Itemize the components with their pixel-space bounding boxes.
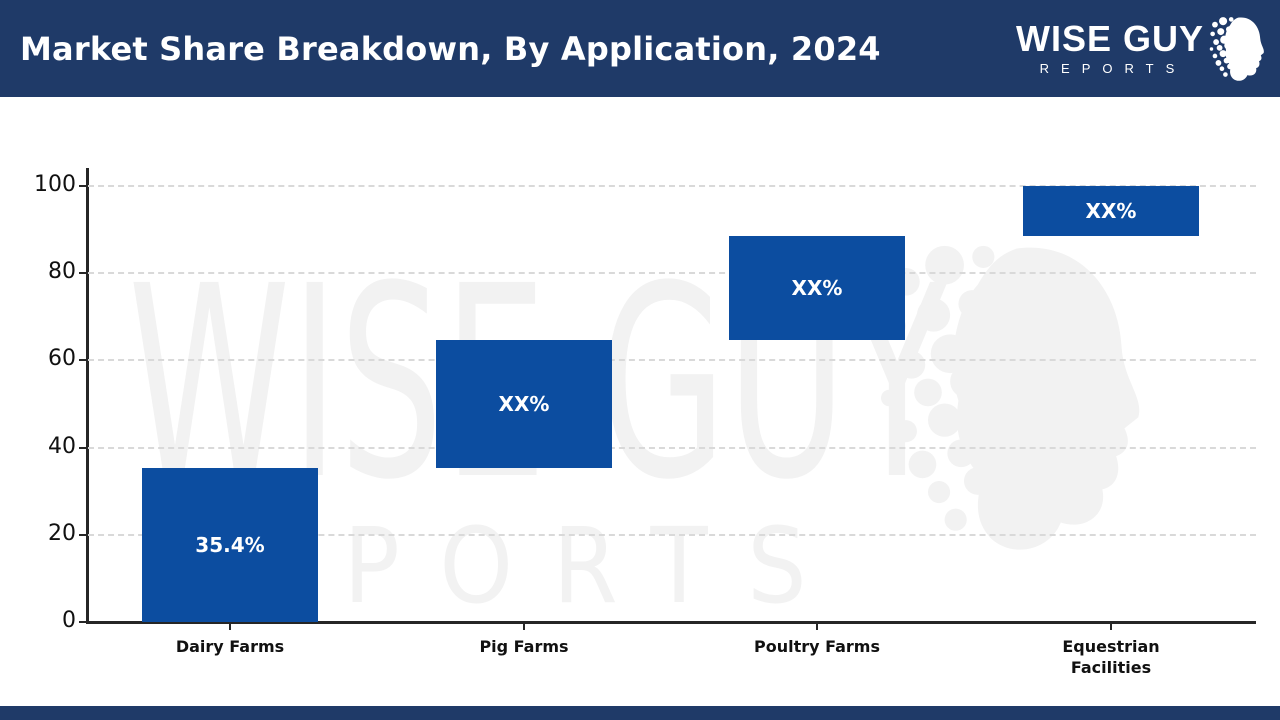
y-tick-mark xyxy=(79,533,87,536)
bar-poultry-farms: XX% xyxy=(729,235,905,340)
footer-bar xyxy=(0,706,1280,720)
gridline xyxy=(88,272,1256,275)
bar-value-label: XX% xyxy=(791,275,843,300)
y-tick-label: 0 xyxy=(62,608,76,633)
gridline xyxy=(88,533,1256,536)
logo-face-icon xyxy=(1209,16,1264,81)
bar-pig-farms: XX% xyxy=(436,339,612,468)
gridline xyxy=(88,446,1256,449)
x-tick-mark xyxy=(816,622,818,630)
y-tick-label: 20 xyxy=(48,520,76,546)
y-tick-mark xyxy=(79,446,87,449)
wiseguy-logo: WISE GUY REPORTS xyxy=(1016,11,1280,87)
gridline xyxy=(88,359,1256,362)
header-bar: Market Share Breakdown, By Application, … xyxy=(0,0,1280,97)
x-tick-mark xyxy=(229,622,231,630)
bar-dairy-farms: 35.4% xyxy=(142,467,318,622)
bar-value-label: XX% xyxy=(498,391,550,416)
x-category-label: Equestrian Facilities xyxy=(1062,637,1160,677)
bar-value-label: 35.4% xyxy=(195,532,265,557)
y-tick-mark xyxy=(79,359,87,362)
y-tick-label: 80 xyxy=(48,259,76,285)
gridline xyxy=(88,185,1256,187)
x-category-label: Pig Farms xyxy=(479,637,569,656)
x-category-label: Dairy Farms xyxy=(175,637,285,656)
x-category-label: Poultry Farms xyxy=(753,637,880,656)
y-tick-label: 40 xyxy=(48,433,76,459)
page-title: Market Share Breakdown, By Application, … xyxy=(20,29,881,68)
x-tick-mark xyxy=(1110,622,1112,630)
y-axis-spine xyxy=(86,168,89,624)
y-tick-mark xyxy=(79,621,87,623)
logo-secondary-text: REPORTS xyxy=(1039,61,1187,76)
y-tick-mark xyxy=(79,272,87,275)
x-tick-mark xyxy=(523,622,525,630)
y-tick-mark xyxy=(79,185,87,187)
y-tick-label: 60 xyxy=(48,346,76,372)
bar-value-label: XX% xyxy=(1085,198,1137,223)
y-tick-label: 100 xyxy=(34,172,76,197)
x-axis-spine xyxy=(86,621,1256,624)
logo-primary-text: WISE GUY xyxy=(1015,18,1204,59)
bar-equestrian-facilities: XX% xyxy=(1023,186,1199,236)
